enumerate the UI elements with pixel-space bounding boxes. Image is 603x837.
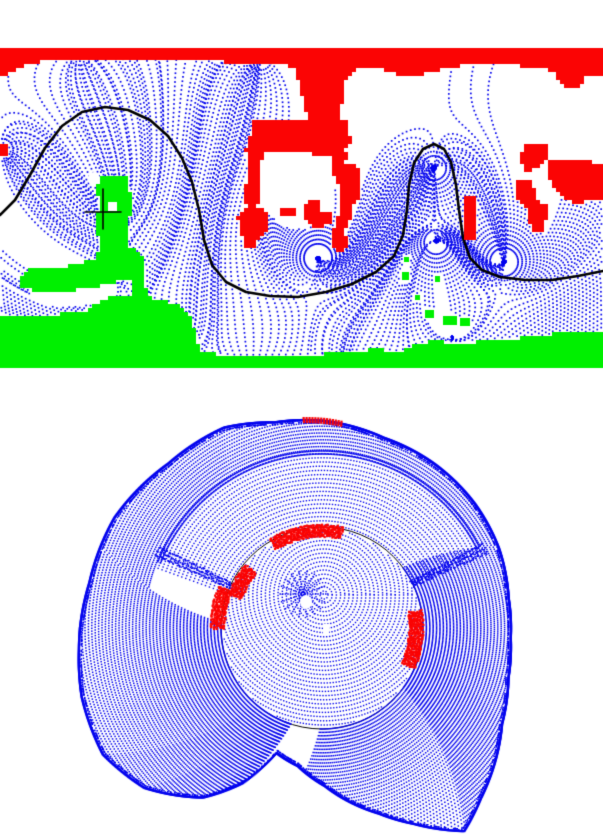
figure — [0, 0, 603, 837]
spherical-field-panel — [0, 398, 603, 837]
synoptic-map-panel — [0, 0, 603, 398]
